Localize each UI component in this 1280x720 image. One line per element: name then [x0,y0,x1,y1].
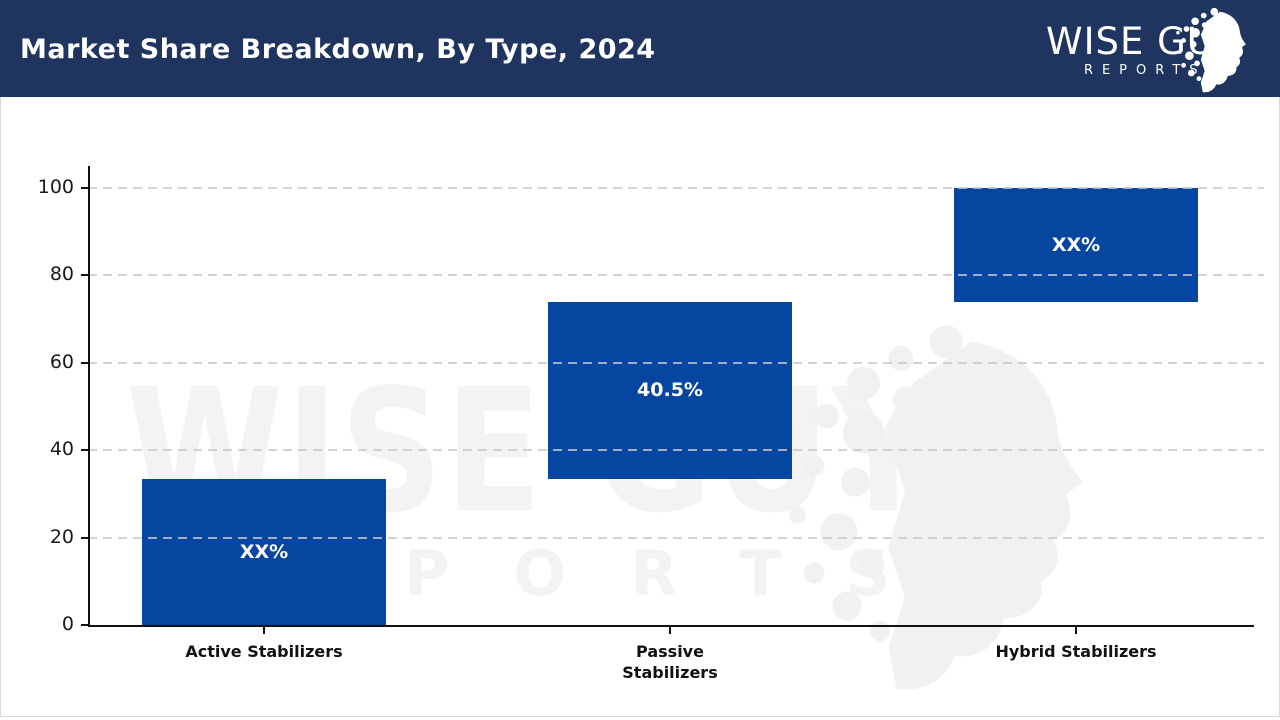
gridline [88,536,1264,539]
card-left-border [0,97,1,717]
card-bottom-border [0,716,1280,717]
x-axis-tick [1075,627,1077,634]
gridline [88,361,1264,364]
x-axis-label-line: Passive [636,642,704,661]
logo-subtitle: REPORTS [1083,63,1207,78]
x-axis-category-label: Active Stabilizers [104,641,424,662]
bar-value-label: XX% [1051,233,1101,256]
y-axis-tick [81,187,88,189]
bar-value-label: XX% [239,540,289,563]
chart-area: WISE GUY REPORTS XX% 40.5% XX% 0 20 40 60 80 100… [0,97,1280,720]
dotted-face-icon [1176,7,1246,93]
y-axis-line [88,166,90,627]
x-axis-label-line: Active Stabilizers [185,642,343,661]
x-axis-label-line: Hybrid Stabilizers [995,642,1157,661]
header: Market Share Breakdown, By Type, 2024 WI… [0,0,1280,97]
y-axis-tick-label: 60 [49,350,74,373]
x-axis-label-line: Stabilizers [622,663,718,682]
y-axis-tick-label: 0 [61,613,74,635]
x-axis-category-label: Passive Stabilizers [510,641,830,683]
wiseguy-logo: WISE GUY REPORTS [1018,4,1268,94]
y-axis-tick [81,361,88,364]
gridline [88,449,1264,452]
bar-segment: XX% [142,478,386,625]
y-axis-tick-label: 100 [37,176,74,198]
x-axis-line [88,625,1254,627]
y-axis-tick [81,624,88,626]
y-axis-tick [81,449,88,452]
x-axis-category-label: Hybrid Stabilizers [916,641,1236,662]
page-title: Market Share Breakdown, By Type, 2024 [20,34,656,65]
y-axis-tick-label: 40 [49,438,74,461]
y-axis-tick [81,536,88,539]
x-axis-tick [263,627,265,634]
y-axis-tick [81,274,88,277]
plot-area: XX% 40.5% XX% 0 20 40 60 80 100 Active Stabilizer… [0,97,1280,720]
bar-value-label: 40.5% [637,379,703,402]
bar-segment: XX% [954,188,1198,302]
y-axis-tick-label: 20 [49,525,74,548]
x-axis-tick [669,627,671,634]
watermark-face-icon [781,325,1083,690]
gridline [88,187,1264,189]
bar-segment: 40.5% [548,301,792,479]
gridline [88,274,1264,277]
y-axis-tick-label: 80 [49,263,74,286]
